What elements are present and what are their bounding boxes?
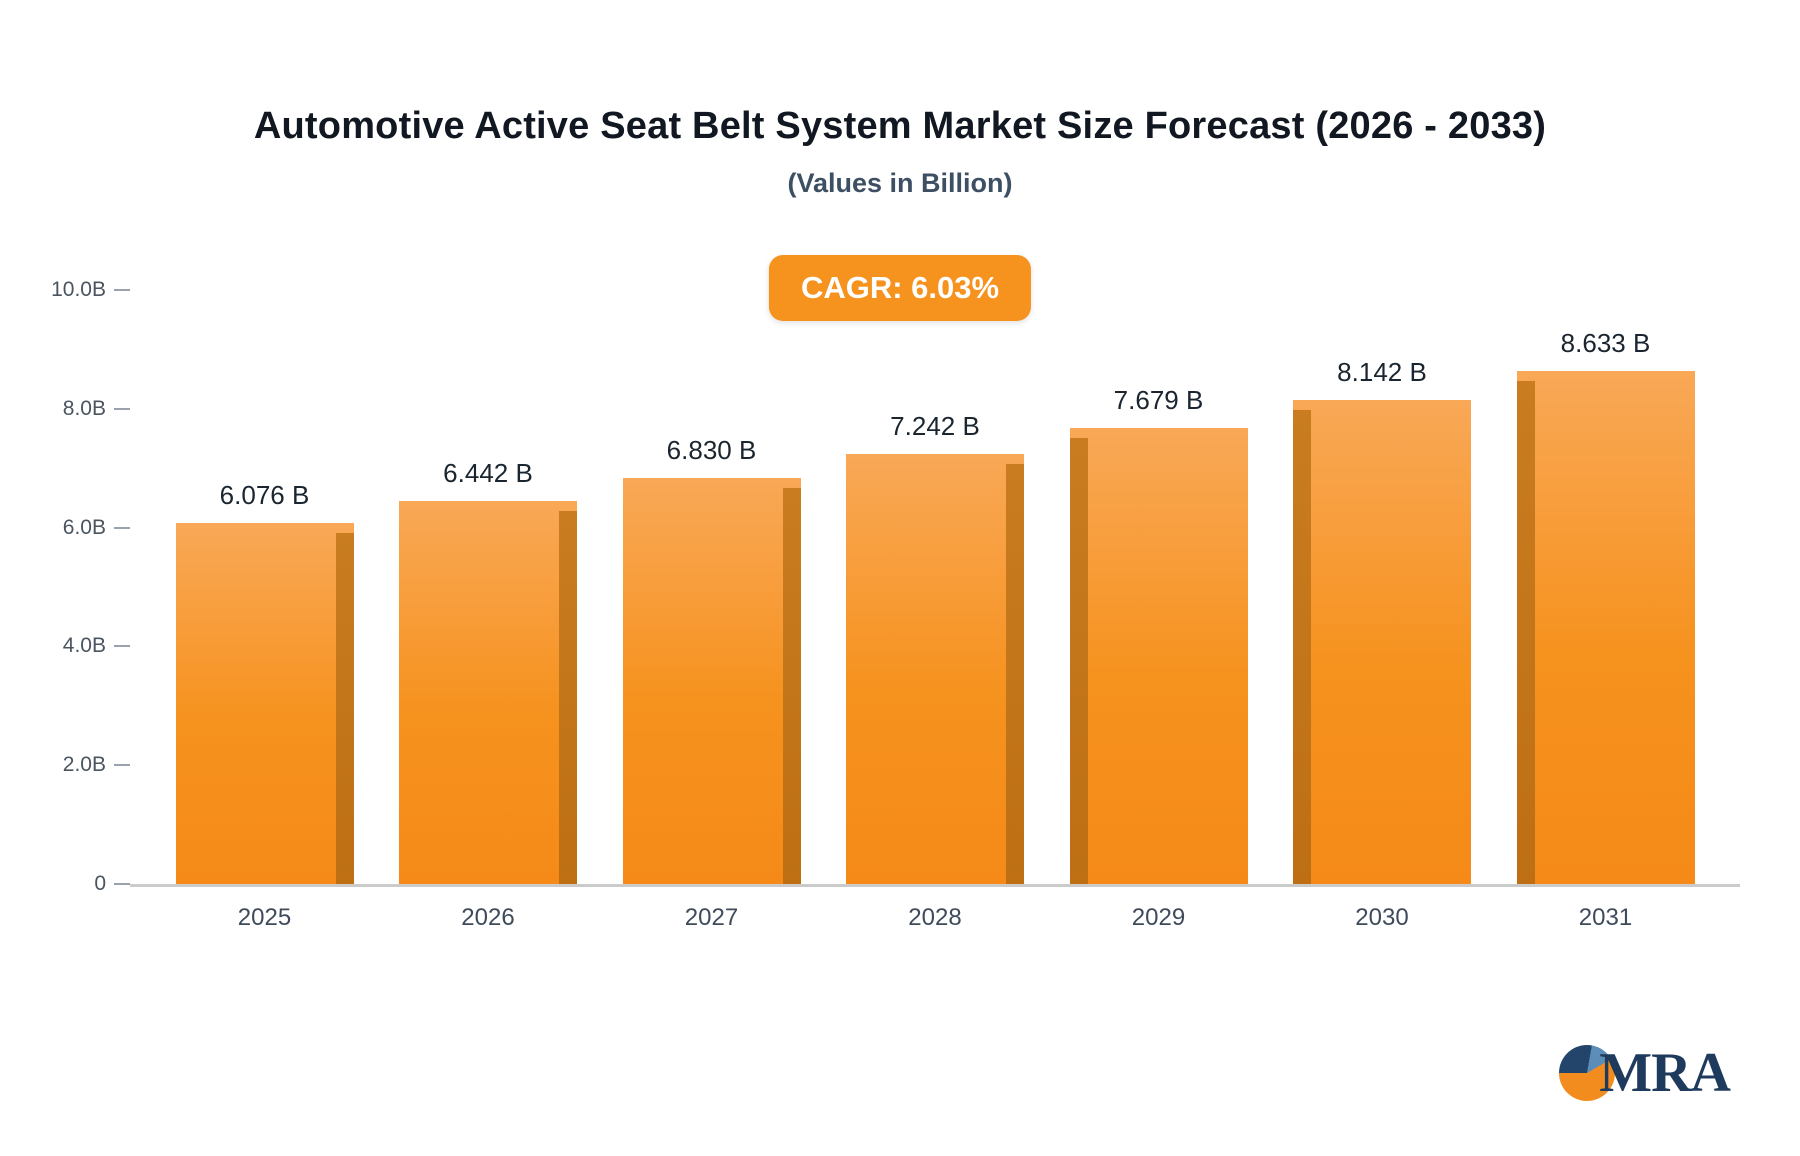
x-axis-label: 2029 [1131,904,1186,931]
bar-rect [175,523,354,884]
bar-value-label: 7.679 B [1113,384,1204,415]
bar-rect [846,453,1024,884]
mra-logo-pie-icon [1559,1045,1616,1101]
bar-2028: 7.242 B 2028 [846,411,1024,931]
bar-value-label: 6.442 B [443,458,533,489]
y-tick-label: 8.0B [62,396,106,420]
y-tick-label: 10.0B [51,278,106,301]
x-axis-label: 2026 [461,904,515,931]
y-tick-0: 0 [30,872,130,896]
bar-rect [399,501,577,884]
bar-value-label: 6.830 B [666,435,757,466]
bar-rect [1293,400,1471,884]
bar-shaded-edge [1069,437,1088,884]
cagr-badge: CAGR: 6.03% [768,255,1032,321]
bar-rect [1516,371,1695,884]
y-tick-label: 4.0B [62,634,106,658]
y-tick-mark [114,764,130,767]
bar-shaded-edge [559,511,577,884]
chart-subtitle: (Values in Billion) [787,168,1013,198]
x-axis-label: 2025 [237,904,292,931]
y-tick-mark [114,526,130,529]
bar-value-label: 6.076 B [219,480,310,511]
bar-2031: 8.633 B 2031 [1516,328,1695,931]
bar-value-label: 8.142 B [1337,357,1427,388]
bar-2027: 6.830 B 2027 [622,435,801,931]
y-tick-label: 6.0B [62,515,106,539]
bar-shaded-edge [782,488,801,884]
y-tick-8.0B: 8.0B [30,397,130,421]
bar-shaded-edge [1006,463,1024,884]
y-tick-mark [114,407,130,410]
bar-shaded-edge [1293,410,1311,884]
x-axis-label: 2027 [684,904,739,931]
y-tick-mark [114,645,130,648]
bar-shaded-edge [335,533,354,884]
chart-title: Automotive Active Seat Belt System Marke… [253,105,1547,147]
y-tick-label: 2.0B [62,753,106,777]
bar-rect [1069,427,1248,884]
bar-2030: 8.142 B 2030 [1293,357,1471,931]
y-tick-label: 0 [94,872,106,895]
y-tick-6.0B: 6.0B [30,516,130,540]
bar-value-label: 8.633 B [1560,328,1651,359]
x-axis-label: 2028 [908,904,962,931]
y-tick-4.0B: 4.0B [30,634,130,658]
x-axis-label: 2030 [1355,904,1409,931]
y-tick-10.0B: 10.0B [30,278,130,302]
bar-value-label: 7.242 B [890,410,980,441]
mra-logo-text: MRA [1599,1042,1731,1104]
bar-2025: 6.076 B 2025 [175,480,354,931]
y-axis: 10.0B 8.0B 6.0B 4.0B 2.0B 0 [30,278,130,895]
bar-2026: 6.442 B 2026 [399,458,577,931]
y-tick-2.0B: 2.0B [30,753,130,777]
bar-2029: 7.679 B 2029 [1069,385,1248,931]
bar-chart: 10.0B 8.0B 6.0B 4.0B 2.0B 0 6.076 B 2025 6.442 … [30,278,1750,931]
y-tick-mark [114,883,130,885]
x-axis-label: 2031 [1578,904,1633,931]
bar-rect [622,478,801,884]
bar-shaded-edge [1516,381,1535,884]
bars-area: 6.076 B 2025 6.442 B 2026 6.830 B 2027 7.242 B… [130,290,1740,931]
y-tick-mark [114,289,130,291]
mra-logo: MRA [1559,1042,1731,1104]
